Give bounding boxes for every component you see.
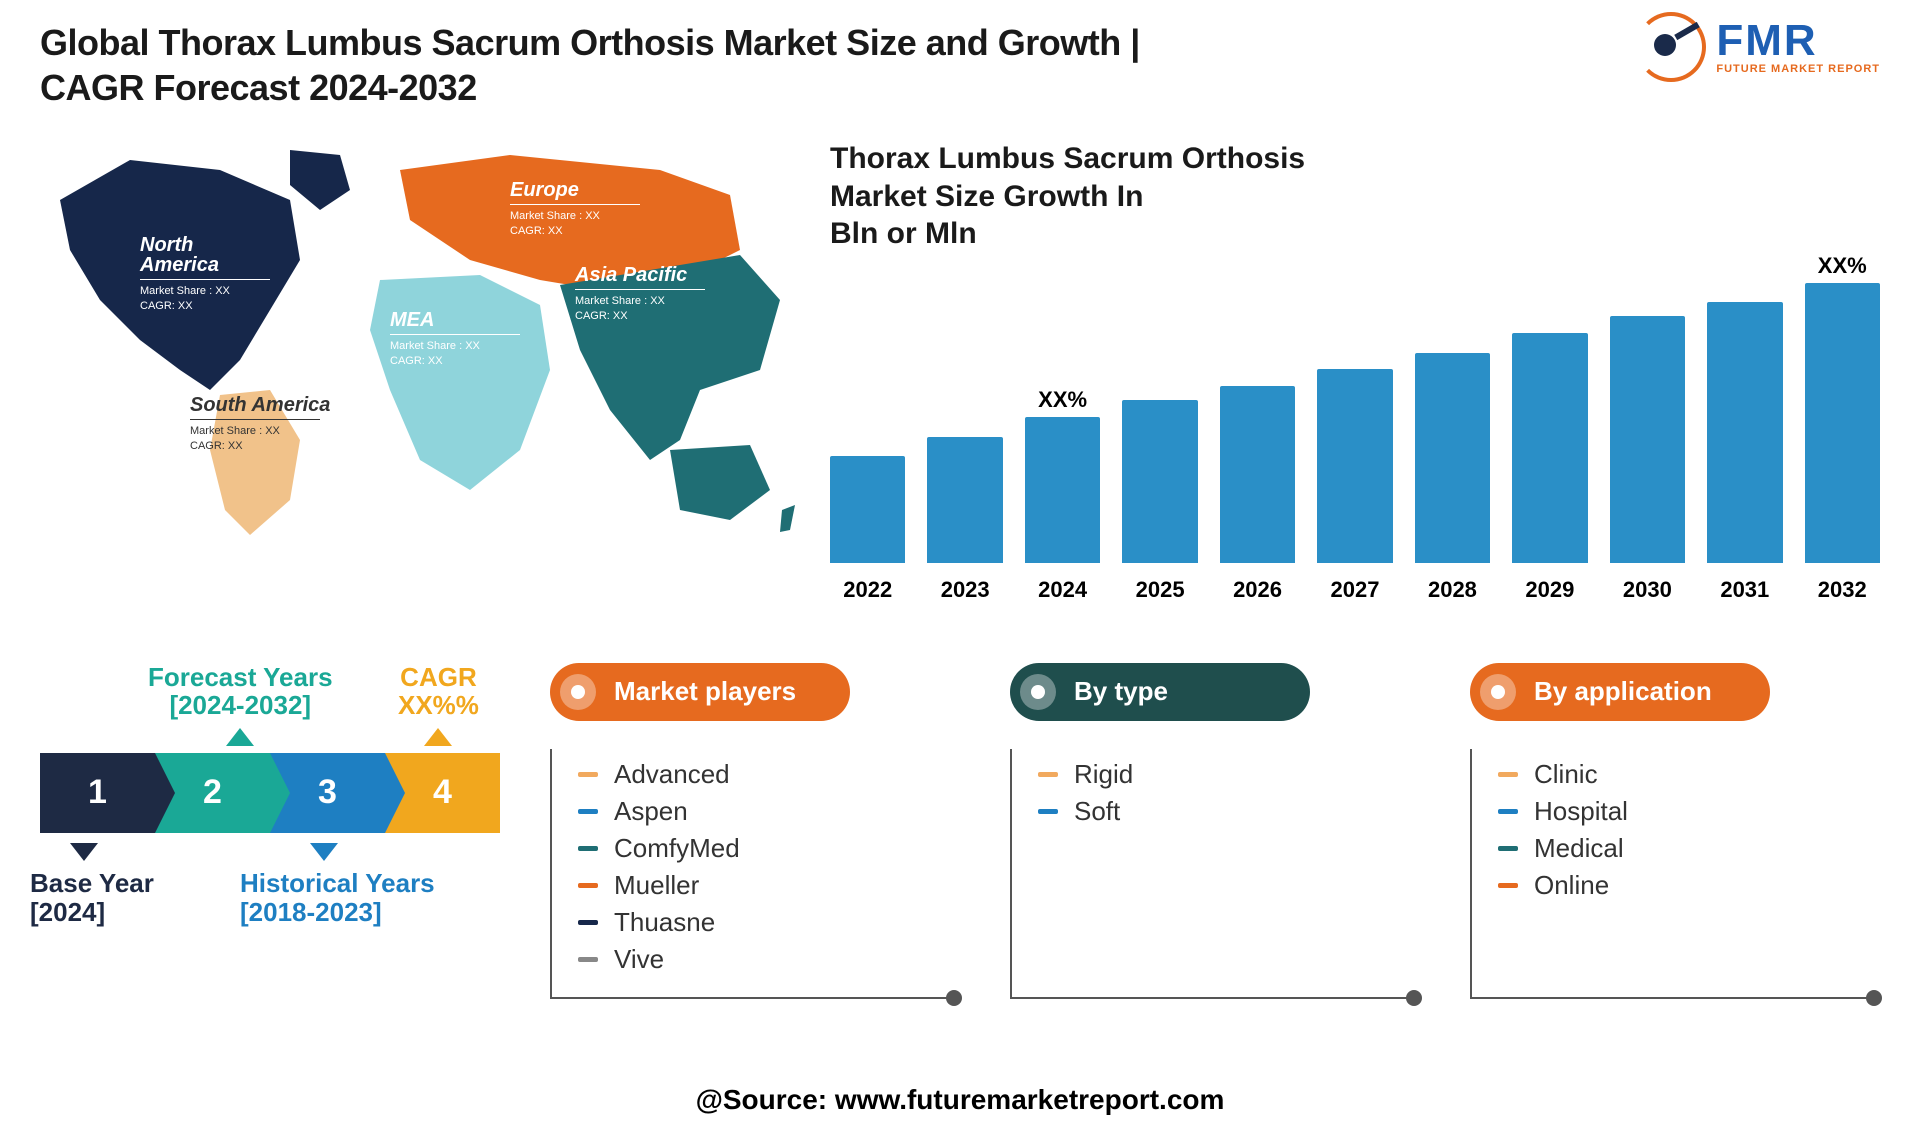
list-item: Medical [1498, 833, 1880, 864]
list-item-label: Aspen [614, 796, 688, 827]
bar-2032: XX% [1805, 283, 1880, 563]
category-pill: By application [1470, 663, 1770, 721]
region-label-sa: South AmericaMarket Share : XXCAGR: XX [190, 395, 330, 454]
x-label-2027: 2027 [1317, 577, 1392, 603]
x-label-2030: 2030 [1610, 577, 1685, 603]
list-item: Hospital [1498, 796, 1880, 827]
bar-2029 [1512, 333, 1587, 563]
x-label-2028: 2028 [1415, 577, 1490, 603]
list-item-label: Medical [1534, 833, 1624, 864]
bar-2023 [927, 437, 1002, 563]
tick-icon [578, 772, 598, 777]
pill-label: By type [1074, 676, 1168, 707]
category-pill: By type [1010, 663, 1310, 721]
bar-2025 [1122, 400, 1197, 562]
category-list: Rigid Soft [1010, 749, 1420, 999]
page-title: Global Thorax Lumbus Sacrum Orthosis Mar… [40, 20, 1140, 110]
list-item: Clinic [1498, 759, 1880, 790]
list-item-label: Mueller [614, 870, 699, 901]
list-item-label: Soft [1074, 796, 1120, 827]
list-item: Vive [578, 944, 960, 975]
bar-2027 [1317, 369, 1392, 562]
category-pill: Market players [550, 663, 850, 721]
tick-icon [578, 920, 598, 925]
bar-2030 [1610, 316, 1685, 562]
logo-text-main: FMR [1716, 19, 1880, 63]
timeline-seg-1: 1 [40, 753, 155, 833]
list-item: ComfyMed [578, 833, 960, 864]
list-item-label: Hospital [1534, 796, 1628, 827]
list-item-label: Vive [614, 944, 664, 975]
bar-2024: XX% [1025, 417, 1100, 563]
list-item-label: Thuasne [614, 907, 715, 938]
pill-dot-icon [1020, 674, 1056, 710]
list-item-label: Advanced [614, 759, 730, 790]
x-label-2024: 2024 [1025, 577, 1100, 603]
bar-top-label-2032: XX% [1818, 253, 1867, 279]
list-item: Aspen [578, 796, 960, 827]
list-item: Thuasne [578, 907, 960, 938]
region-label-ap: Asia PacificMarket Share : XXCAGR: XX [575, 265, 705, 324]
chart-title: Thorax Lumbus Sacrum Orthosis Market Siz… [830, 140, 1880, 253]
pill-dot-icon [560, 674, 596, 710]
chart-title-line1: Thorax Lumbus Sacrum Orthosis [830, 140, 1880, 178]
x-label-2031: 2031 [1707, 577, 1782, 603]
list-item-label: Clinic [1534, 759, 1598, 790]
tick-icon [1498, 846, 1518, 851]
x-label-2022: 2022 [830, 577, 905, 603]
pill-dot-icon [1480, 674, 1516, 710]
region-label-mea: MEAMarket Share : XXCAGR: XX [390, 310, 520, 369]
tick-icon [1038, 809, 1058, 814]
chart-title-line2: Market Size Growth In [830, 178, 1880, 216]
list-item: Mueller [578, 870, 960, 901]
pill-label: Market players [614, 676, 796, 707]
forecast-years-label: Forecast Years [2024-2032] [148, 663, 333, 746]
bar-2026 [1220, 386, 1295, 562]
region-label-na: NorthAmericaMarket Share : XXCAGR: XX [140, 235, 270, 314]
tick-icon [578, 809, 598, 814]
chart-title-line3: Bln or Mln [830, 215, 1880, 253]
timeline-block: Forecast Years [2024-2032] CAGR XX%% 123… [40, 663, 500, 833]
x-label-2025: 2025 [1122, 577, 1197, 603]
tick-icon [1498, 772, 1518, 777]
fmr-logo: FMR FUTURE MARKET REPORT [1636, 12, 1880, 82]
list-item: Advanced [578, 759, 960, 790]
list-item: Online [1498, 870, 1880, 901]
tick-icon [578, 957, 598, 962]
source-line: @Source: www.futuremarketreport.com [0, 1084, 1920, 1116]
x-label-2023: 2023 [927, 577, 1002, 603]
list-item-label: ComfyMed [614, 833, 740, 864]
category-list: Clinic Hospital Medical Online [1470, 749, 1880, 999]
base-year-label: Base Year [2024] [30, 843, 154, 929]
bar-top-label-2024: XX% [1038, 387, 1087, 413]
market-players-column: Market players Advanced Aspen ComfyMed Muell… [550, 663, 960, 999]
bar-2022 [830, 456, 905, 562]
list-item-label: Rigid [1074, 759, 1133, 790]
historical-years-label: Historical Years [2018-2023] [240, 843, 435, 929]
list-item: Rigid [1038, 759, 1420, 790]
pill-label: By application [1534, 676, 1712, 707]
x-label-2026: 2026 [1220, 577, 1295, 603]
by-application-column: By application Clinic Hospital Medical Onlin… [1470, 663, 1880, 999]
region-label-eu: EuropeMarket Share : XXCAGR: XX [510, 180, 640, 239]
bar-2028 [1415, 353, 1490, 563]
by-type-column: By type Rigid Soft [1010, 663, 1420, 999]
growth-bar-chart: XX% XX% 2022 2023 2024 2025 2026 2027 2028 2029 2… [830, 263, 1880, 603]
tick-icon [578, 883, 598, 888]
tick-icon [1498, 809, 1518, 814]
category-list: Advanced Aspen ComfyMed Mueller Thuasne Vive [550, 749, 960, 999]
bar-2031 [1707, 302, 1782, 562]
list-item-label: Online [1534, 870, 1609, 901]
world-map: NorthAmericaMarket Share : XXCAGR: XX Sou… [40, 140, 800, 540]
tick-icon [1038, 772, 1058, 777]
cagr-label: CAGR XX%% [398, 663, 479, 746]
logo-icon [1636, 12, 1706, 82]
tick-icon [578, 846, 598, 851]
logo-text-sub: FUTURE MARKET REPORT [1716, 63, 1880, 75]
x-label-2032: 2032 [1805, 577, 1880, 603]
x-label-2029: 2029 [1512, 577, 1587, 603]
list-item: Soft [1038, 796, 1420, 827]
tick-icon [1498, 883, 1518, 888]
